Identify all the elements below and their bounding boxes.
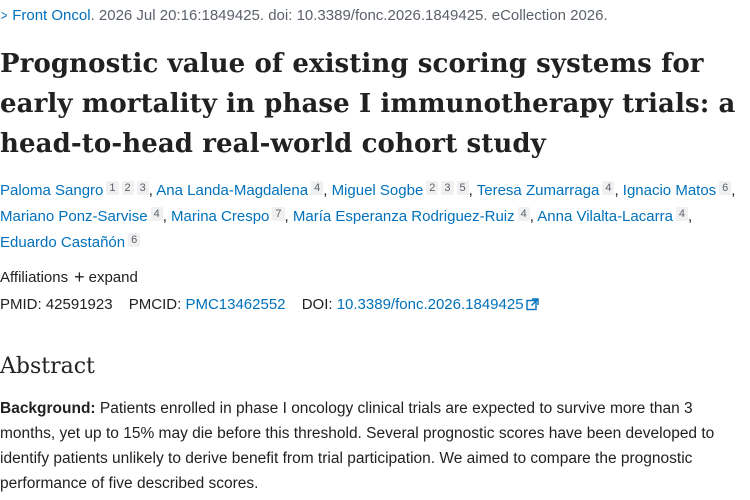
author-item: Miguel Sogbe 2 3 5 [331, 181, 469, 199]
author-separator: , [731, 182, 736, 199]
affiliation-number[interactable]: 4 [602, 181, 615, 195]
affiliation-number[interactable]: 4 [517, 207, 530, 221]
author-name[interactable]: Ana Landa-Magdalena [156, 182, 309, 199]
affiliation-number[interactable]: 2 [426, 181, 439, 195]
citation-line: > Front Oncol. 2026 Jul 20:16:1849425. do… [0, 5, 750, 26]
affiliation-number[interactable]: 4 [150, 207, 163, 221]
background-text: Patients enrolled in phase I oncology cl… [0, 400, 715, 492]
author-name[interactable]: Miguel Sogbe [331, 182, 424, 199]
author-item: Mariano Ponz-Sarvise 4 [0, 207, 163, 225]
identifiers: PMID: 42591923 PMCID: PMC13462552 DOI: 1… [0, 294, 539, 316]
author-separator: , [148, 182, 157, 199]
author-separator: , [529, 208, 538, 225]
author-item: Ignacio Matos 6 [622, 181, 732, 199]
plus-icon: + [74, 267, 85, 287]
affiliation-number[interactable]: 4 [311, 181, 324, 195]
author-separator: , [614, 182, 623, 199]
pmcid-label: PMCID: [128, 296, 182, 313]
author-item: Paloma Sangro 1 2 3 [0, 181, 149, 199]
affiliation-number[interactable]: 4 [675, 207, 689, 221]
author-name[interactable]: María Esperanza Rodriguez-Ruiz [292, 208, 515, 225]
author-name[interactable]: Eduardo Castañón [0, 234, 126, 251]
abstract-background: Background: Patients enrolled in phase I… [0, 396, 748, 496]
doi-link[interactable]: 10.3389/fonc.2026.1849425 [337, 296, 539, 313]
author-name[interactable]: Ignacio Matos [622, 182, 717, 199]
journal-link[interactable]: Front Oncol [12, 7, 91, 24]
affiliations-toggle[interactable]: Affiliations + expand [0, 266, 138, 289]
abstract-heading: Abstract [0, 354, 95, 379]
affiliation-number[interactable]: 5 [456, 181, 469, 195]
affiliation-number[interactable]: 7 [272, 207, 285, 221]
author-name[interactable]: Marina Crespo [171, 208, 270, 225]
author-item: María Esperanza Rodriguez-Ruiz 4 [292, 207, 530, 225]
citation-details: . 2026 Jul 20:16:1849425. doi: 10.3389/f… [90, 7, 608, 24]
pmid-value: 42591923 [45, 296, 113, 313]
author-item: Teresa Zumarraga 4 [476, 181, 615, 199]
chevron-right-icon: > [0, 7, 8, 23]
affiliations-label: Affiliations [0, 269, 69, 286]
affiliation-number[interactable]: 1 [106, 181, 119, 195]
author-item: Marina Crespo 7 [171, 207, 285, 225]
author-separator: , [468, 182, 477, 199]
affiliation-number[interactable]: 6 [719, 181, 732, 195]
author-name[interactable]: Teresa Zumarraga [476, 182, 600, 199]
affiliation-number[interactable]: 3 [441, 181, 454, 195]
affiliation-number[interactable]: 2 [121, 181, 134, 195]
article-title: Prognostic value of existing scoring sys… [0, 49, 736, 159]
author-separator: , [688, 208, 693, 225]
external-link-icon [525, 298, 539, 311]
affiliation-number[interactable]: 6 [128, 233, 141, 247]
author-separator: , [284, 208, 293, 225]
background-label: Background: [0, 400, 96, 417]
doi-label: DOI: [301, 296, 333, 313]
author-name[interactable]: Mariano Ponz-Sarvise [0, 208, 148, 225]
author-separator: , [323, 182, 332, 199]
pmid-label: PMID: [0, 296, 42, 313]
author-list: Paloma Sangro 1 2 3, Ana Landa-Magdalena 4, … [0, 178, 745, 256]
author-name[interactable]: Paloma Sangro [0, 182, 104, 199]
author-name[interactable]: Anna Vilalta-Lacarra [537, 208, 673, 225]
pmcid-link[interactable]: PMC13462552 [185, 296, 286, 313]
author-separator: , [162, 208, 172, 225]
author-item: Anna Vilalta-Lacarra 4 [537, 207, 689, 225]
expand-label: expand [88, 269, 138, 286]
doi-link-text: 10.3389/fonc.2026.1849425 [336, 296, 524, 313]
affiliation-number[interactable]: 3 [136, 181, 149, 195]
author-item: Ana Landa-Magdalena 4 [156, 181, 324, 199]
author-item: Eduardo Castañón 6 [0, 233, 141, 251]
